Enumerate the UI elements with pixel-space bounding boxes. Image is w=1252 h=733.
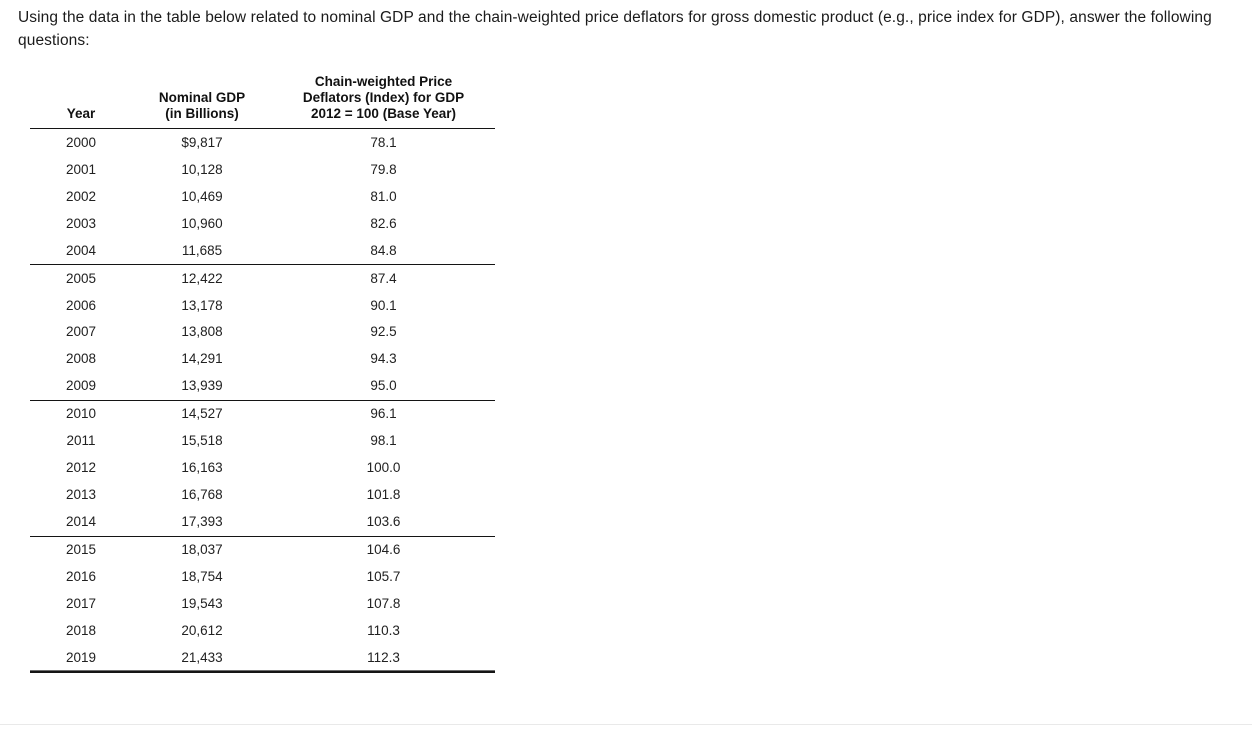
cell-price-deflator: 104.6 bbox=[366, 542, 401, 558]
cell-year: 2007 bbox=[65, 324, 97, 340]
table-row: 2002 10,469 81.0 bbox=[30, 183, 495, 210]
cell-nominal-gdp: 13,939 bbox=[132, 372, 272, 401]
cell-year: 2012 bbox=[65, 460, 97, 476]
table-row: 2012 16,163 100.0 bbox=[30, 455, 495, 482]
cell-price-deflator: 92.5 bbox=[370, 324, 397, 340]
column-header-nominal-gdp-line2: (in Billions) bbox=[165, 106, 239, 121]
cell-year: 2019 bbox=[30, 644, 132, 673]
cell-price-deflator: 110.3 bbox=[367, 623, 400, 639]
table-row: 2004 11,685 84.8 bbox=[30, 236, 495, 265]
cell-price-deflator: 90.1 bbox=[370, 297, 397, 313]
cell-price-deflator: 82.6 bbox=[370, 215, 397, 231]
cell-price-deflator: 84.8 bbox=[272, 236, 495, 265]
cell-nominal-gdp: 15,518 bbox=[181, 433, 223, 449]
gdp-data-table: Year Nominal GDP (in Billions) Chain-wei… bbox=[30, 74, 495, 673]
table-row: 2010 14,527 96.1 bbox=[30, 400, 495, 427]
cell-nominal-gdp: 17,393 bbox=[132, 508, 272, 537]
cell-year: 2000 bbox=[65, 134, 97, 150]
cell-nominal-gdp: 16,768 bbox=[181, 487, 223, 503]
cell-year: 2015 bbox=[65, 542, 97, 558]
table-row: 2017 19,543 107.8 bbox=[30, 591, 495, 618]
column-header-nominal-gdp: Nominal GDP (in Billions) bbox=[132, 74, 272, 129]
cell-year: 2009 bbox=[30, 372, 132, 401]
cell-year: 2017 bbox=[65, 596, 97, 612]
cell-price-deflator: 79.8 bbox=[370, 161, 397, 177]
table-body: 2000 $9,817 78.1 2001 10,128 79.8 2002 10,469 81… bbox=[30, 129, 495, 673]
page-bottom-divider bbox=[0, 724, 1252, 725]
table-header: Year Nominal GDP (in Billions) Chain-wei… bbox=[30, 74, 495, 129]
table-row: 2008 14,291 94.3 bbox=[30, 346, 495, 373]
cell-nominal-gdp: 12,422 bbox=[181, 270, 223, 286]
cell-nominal-gdp: 21,433 bbox=[132, 644, 272, 673]
cell-price-deflator: 103.6 bbox=[272, 508, 495, 537]
cell-nominal-gdp: 10,128 bbox=[181, 161, 223, 177]
column-header-year: Year bbox=[30, 74, 132, 129]
table-row: 2011 15,518 98.1 bbox=[30, 428, 495, 455]
cell-price-deflator: 81.0 bbox=[370, 188, 397, 204]
column-header-nominal-gdp-line1: Nominal GDP bbox=[158, 90, 246, 105]
cell-price-deflator: 107.8 bbox=[366, 596, 401, 612]
table-row: 2007 13,808 92.5 bbox=[30, 319, 495, 346]
table-row: 2013 16,768 101.8 bbox=[30, 482, 495, 509]
question-prompt-text: Using the data in the table below relate… bbox=[18, 9, 1212, 49]
table-row: 2003 10,960 82.6 bbox=[30, 210, 495, 237]
table-row: 2005 12,422 87.4 bbox=[30, 264, 495, 291]
cell-nominal-gdp: 13,808 bbox=[181, 324, 223, 340]
cell-price-deflator: 96.1 bbox=[370, 406, 397, 422]
cell-year: 2013 bbox=[65, 487, 97, 503]
cell-nominal-gdp: 11,685 bbox=[132, 236, 272, 265]
cell-nominal-gdp: 19,543 bbox=[181, 596, 223, 612]
table-row: 2014 17,393 103.6 bbox=[30, 508, 495, 537]
cell-year: 2014 bbox=[30, 508, 132, 537]
cell-nominal-gdp: 13,178 bbox=[181, 297, 223, 313]
cell-year: 2006 bbox=[65, 297, 97, 313]
cell-year: 2003 bbox=[65, 215, 97, 231]
table-row: 2015 18,037 104.6 bbox=[30, 536, 495, 563]
cell-year: 2018 bbox=[65, 623, 97, 639]
table-header-row: Year Nominal GDP (in Billions) Chain-wei… bbox=[30, 74, 495, 129]
cell-price-deflator: 94.3 bbox=[370, 351, 397, 367]
gdp-data-table-container: Year Nominal GDP (in Billions) Chain-wei… bbox=[30, 74, 495, 673]
table-row: 2009 13,939 95.0 bbox=[30, 372, 495, 401]
cell-price-deflator: 98.1 bbox=[370, 433, 397, 449]
cell-nominal-gdp: 10,960 bbox=[181, 215, 223, 231]
cell-year: 2004 bbox=[30, 236, 132, 265]
cell-price-deflator: 95.0 bbox=[272, 372, 495, 401]
table-row: 2006 13,178 90.1 bbox=[30, 292, 495, 319]
cell-nominal-gdp: $9,817 bbox=[181, 134, 223, 150]
column-header-price-deflator-line2: Deflators (Index) for GDP bbox=[302, 90, 465, 105]
cell-price-deflator: 87.4 bbox=[370, 270, 397, 286]
cell-year: 2001 bbox=[65, 161, 97, 177]
cell-price-deflator: 112.3 bbox=[272, 644, 495, 673]
cell-year: 2010 bbox=[65, 406, 97, 422]
cell-price-deflator: 78.1 bbox=[370, 134, 397, 150]
cell-price-deflator: 100.0 bbox=[366, 460, 401, 476]
cell-nominal-gdp: 20,612 bbox=[181, 623, 223, 639]
cell-year: 2011 bbox=[66, 433, 96, 449]
cell-price-deflator: 101.8 bbox=[366, 487, 401, 503]
table-row: 2001 10,128 79.8 bbox=[30, 156, 495, 183]
cell-nominal-gdp: 18,037 bbox=[181, 542, 223, 558]
cell-year: 2016 bbox=[65, 569, 97, 585]
table-row: 2018 20,612 110.3 bbox=[30, 618, 495, 645]
cell-year: 2005 bbox=[65, 270, 97, 286]
cell-nominal-gdp: 10,469 bbox=[181, 188, 223, 204]
column-header-price-deflator-line1: Chain-weighted Price bbox=[314, 74, 453, 89]
cell-year: 2002 bbox=[65, 188, 97, 204]
cell-price-deflator: 105.7 bbox=[366, 569, 401, 585]
table-row: 2016 18,754 105.7 bbox=[30, 564, 495, 591]
cell-year: 2008 bbox=[65, 351, 97, 367]
cell-nominal-gdp: 14,291 bbox=[181, 351, 223, 367]
cell-nominal-gdp: 14,527 bbox=[181, 406, 223, 422]
column-header-price-deflator-line3: 2012 = 100 (Base Year) bbox=[311, 106, 456, 121]
table-row: 2000 $9,817 78.1 bbox=[30, 129, 495, 156]
column-header-price-deflator: Chain-weighted Price Deflators (Index) f… bbox=[272, 74, 495, 129]
cell-nominal-gdp: 18,754 bbox=[181, 569, 223, 585]
cell-nominal-gdp: 16,163 bbox=[181, 460, 223, 476]
table-row: 2019 21,433 112.3 bbox=[30, 644, 495, 673]
